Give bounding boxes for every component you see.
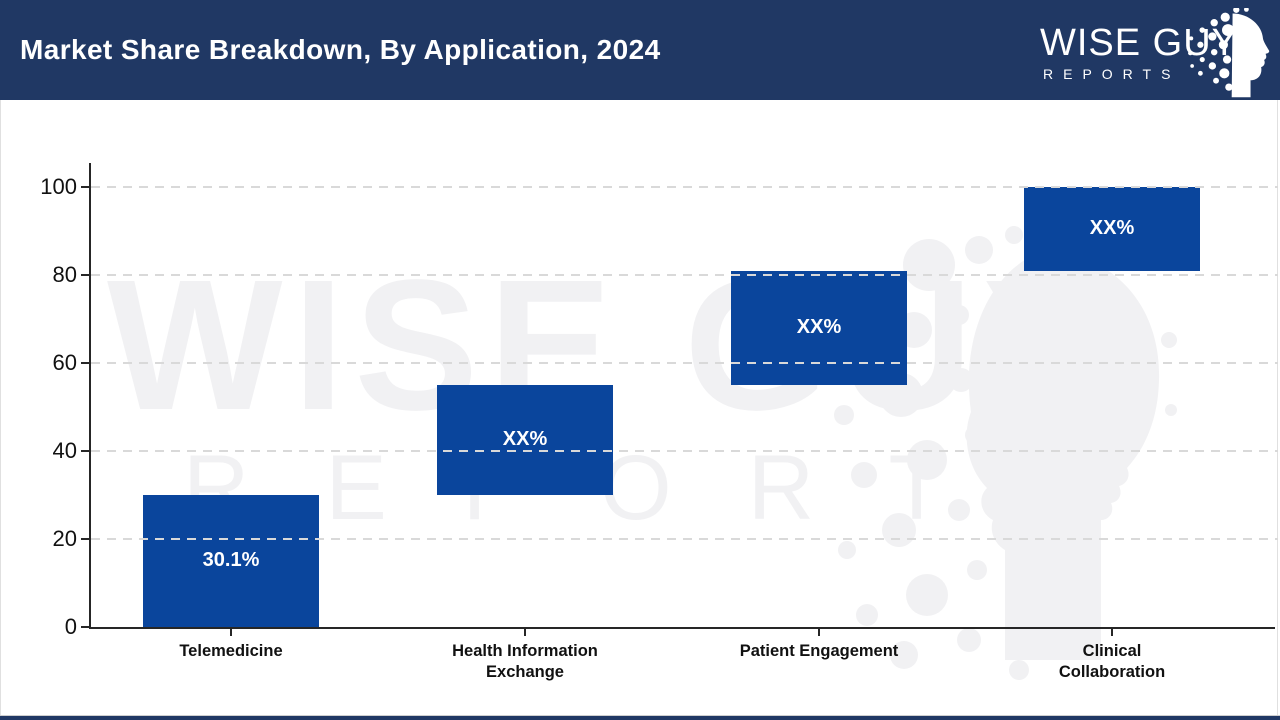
y-tick-label-100: 100 <box>40 174 77 199</box>
chart-area: WISE GUY REPORTS 0 20 40 60 80 100 Telemedicin… <box>0 100 1278 716</box>
bar-value-label-2: XX% <box>796 316 842 339</box>
y-tick-label-40: 40 <box>52 438 77 463</box>
bar-0: 30.1% <box>143 494 319 627</box>
gridline-80 <box>91 274 1278 276</box>
x-tick-2 <box>818 629 820 636</box>
gridline-100 <box>91 186 1278 188</box>
x-tick-label-2: Patient Engagement <box>739 642 899 660</box>
y-tick-label-60: 60 <box>52 350 77 375</box>
y-tick-label-20: 20 <box>52 526 77 551</box>
bar-value-label-1: XX% <box>502 428 548 451</box>
logo-subtitle: REPORTS <box>1043 66 1181 82</box>
bar-value-label-3: XX% <box>1089 217 1135 240</box>
y-axis-line <box>89 163 91 629</box>
y-tick-100 <box>81 186 89 188</box>
y-tick-label-0: 0 <box>64 614 77 639</box>
gridline-60 <box>91 362 1278 364</box>
footer-bar <box>0 715 1280 720</box>
gridline-20 <box>91 538 1278 540</box>
gridline-40 <box>91 450 1278 452</box>
logo-head-icon <box>1188 8 1270 98</box>
y-tick-0 <box>81 626 89 628</box>
x-tick-3 <box>1111 629 1113 636</box>
bar-value-label-0: 30.1% <box>202 549 260 572</box>
header-bar: Market Share Breakdown, By Application, … <box>0 0 1280 100</box>
y-tick-60 <box>81 362 89 364</box>
y-tick-20 <box>81 538 89 540</box>
y-tick-label-80: 80 <box>52 262 77 287</box>
x-tick-label-1: Health Information Exchange <box>452 642 598 681</box>
y-tick-40 <box>81 450 89 452</box>
x-tick-1 <box>524 629 526 636</box>
bar-1: XX% <box>437 385 613 495</box>
bar-3: XX% <box>1024 187 1200 271</box>
y-tick-80 <box>81 274 89 276</box>
x-tick-label-0: Telemedicine <box>179 642 283 660</box>
page-title: Market Share Breakdown, By Application, … <box>20 34 661 65</box>
x-tick-label-3: Clinical Collaboration <box>1058 642 1166 681</box>
x-tick-0 <box>230 629 232 636</box>
wiseguy-logo: WISE GUY REPORTS <box>1040 6 1272 98</box>
bar-2: XX% <box>731 270 907 385</box>
x-axis-line <box>89 627 1275 629</box>
